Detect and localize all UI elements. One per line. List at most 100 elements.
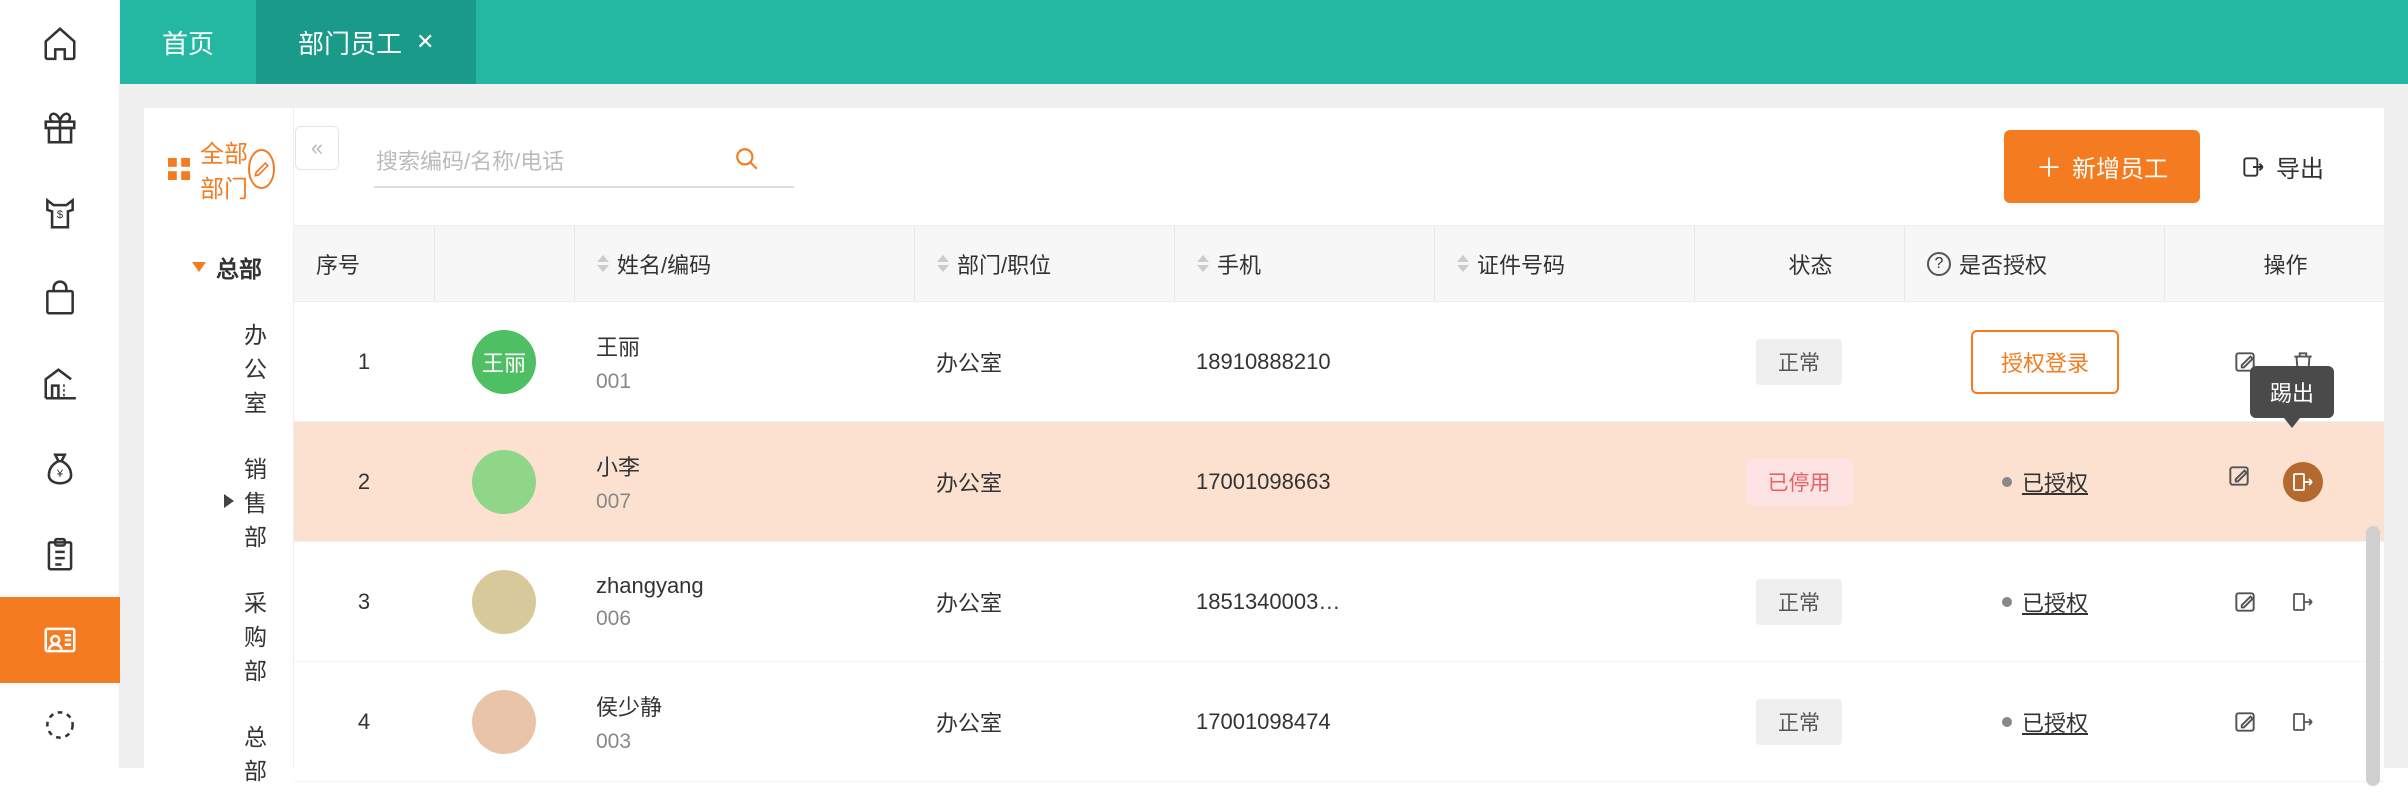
employee-name: 王丽 [596, 330, 640, 362]
cell-phone: 17001098474 [1174, 709, 1434, 735]
kick-icon[interactable] [2283, 462, 2323, 502]
rail-moneybag-icon[interactable]: ¥ [0, 427, 120, 512]
cell-index: 1 [294, 349, 434, 375]
cell-auth: 已授权 [1904, 586, 2164, 618]
avatar [472, 570, 536, 634]
help-icon[interactable]: ? [1927, 252, 1951, 276]
cell-name: zhangyang 006 [574, 573, 914, 631]
table-row[interactable]: 2小李007办公室17001098663已停用已授权踢出 [294, 422, 2384, 542]
tree-node-label: 总 部 [244, 718, 271, 786]
close-icon[interactable]: ✕ [416, 31, 434, 53]
kick-tooltip: 踢出 [2250, 366, 2334, 418]
cell-phone: 1851340003… [1174, 589, 1434, 615]
left-nav-rail: $ ¥ [0, 0, 120, 768]
authorized-link[interactable]: 已授权 [2002, 466, 2088, 498]
kick-icon[interactable] [2289, 588, 2317, 616]
cell-ops [2164, 588, 2384, 616]
plus-icon: ＋ [2036, 148, 2062, 185]
edit-icon[interactable] [2231, 588, 2259, 616]
rail-clipboard-icon[interactable] [0, 512, 120, 597]
table-row[interactable]: 1 王丽 王丽 001 办公室18910888210 正常 授权登录 [294, 302, 2384, 422]
export-button[interactable]: 导出 [2240, 149, 2324, 184]
cell-status: 正常 [1694, 339, 1904, 385]
table-body: 1王丽王丽001办公室18910888210正常授权登录2小李007办公室170… [294, 302, 2384, 782]
authorize-button[interactable]: 授权登录 [1971, 330, 2119, 394]
cell-name: 王丽 001 [574, 330, 914, 394]
tab-home[interactable]: 首页 [120, 0, 256, 84]
cell-status: 已停用 [1694, 459, 1904, 505]
vertical-scrollbar[interactable] [2366, 526, 2380, 786]
th-status: 状态 [1694, 226, 1904, 301]
tree-header: 全部部门 [164, 134, 279, 204]
cell-index: 2 [294, 469, 434, 495]
content-region: ＋ 新增员工 导出 序号 姓名/编码 部门/职位 手机 证件号码 状态 [294, 108, 2384, 768]
avatar: 王丽 [472, 330, 536, 394]
svg-text:$: $ [56, 209, 62, 221]
employee-name: 侯少静 [596, 690, 662, 722]
rail-refresh-icon[interactable] [0, 683, 120, 768]
edit-icon[interactable] [2231, 708, 2259, 736]
th-avatar [434, 226, 574, 301]
employee-code: 007 [596, 490, 640, 514]
rail-home-icon[interactable] [0, 0, 120, 85]
authorized-link[interactable]: 已授权 [2002, 586, 2088, 618]
add-button-label: 新增员工 [2072, 149, 2168, 184]
kick-icon[interactable] [2289, 708, 2317, 736]
cell-ops [2164, 708, 2384, 736]
search-icon[interactable] [734, 146, 760, 178]
th-name[interactable]: 姓名/编码 [574, 226, 914, 301]
cell-dept: 办公室 [914, 346, 1174, 378]
tab-staff[interactable]: 部门员工 ✕ [256, 0, 476, 84]
collapse-tree-button[interactable]: « [295, 126, 339, 170]
cell-dept: 办公室 [914, 706, 1174, 738]
svg-text:¥: ¥ [55, 468, 63, 480]
tree-node-office[interactable]: 办公室 [164, 300, 279, 434]
authorized-link[interactable]: 已授权 [2002, 706, 2088, 738]
search-input[interactable] [374, 148, 734, 176]
th-auth: ?是否授权 [1904, 226, 2164, 301]
th-index[interactable]: 序号 [294, 226, 434, 301]
th-idnum[interactable]: 证件号码 [1434, 226, 1694, 301]
cell-status: 正常 [1694, 579, 1904, 625]
caret-right-icon [224, 494, 234, 508]
rail-bag-icon[interactable] [0, 256, 120, 341]
cell-dept: 办公室 [914, 586, 1174, 618]
th-phone[interactable]: 手机 [1174, 226, 1434, 301]
content-panel: 全部部门 总部 办公室 销售部 采购部 总 部 [144, 108, 2384, 768]
tree-node-sales[interactable]: 销售部 [164, 434, 279, 568]
cell-auth: 授权登录 [1904, 330, 2164, 394]
search-box [374, 146, 794, 188]
tree-node-label: 采购部 [244, 584, 271, 686]
table-row[interactable]: 4 侯少静003办公室17001098474 正常 已授权 [294, 662, 2384, 782]
th-ops: 操作 [2164, 226, 2384, 301]
cell-index: 3 [294, 589, 434, 615]
cell-index: 4 [294, 709, 434, 735]
employee-code: 006 [596, 607, 704, 631]
cell-auth: 已授权 [1904, 706, 2164, 738]
tree-node-label: 总部 [216, 250, 262, 284]
caret-down-icon [192, 262, 206, 272]
th-dept[interactable]: 部门/职位 [914, 226, 1174, 301]
edit-icon[interactable] [2225, 462, 2253, 490]
tree-node-root[interactable]: 总部 [164, 234, 279, 300]
add-employee-button[interactable]: ＋ 新增员工 [2004, 130, 2200, 203]
cell-status: 正常 [1694, 699, 1904, 745]
rail-staff-icon[interactable] [0, 597, 120, 682]
avatar [472, 450, 536, 514]
rail-building-icon[interactable] [0, 341, 120, 426]
employee-table: 序号 姓名/编码 部门/职位 手机 证件号码 状态 ?是否授权 操作 1王丽王丽… [294, 225, 2384, 782]
rail-price-icon[interactable]: $ [0, 171, 120, 256]
rail-gift-icon[interactable] [0, 85, 120, 170]
employee-name: zhangyang [596, 573, 704, 599]
table-row[interactable]: 3 zhangyang 006 办公室1851340003… 正常 已授权 [294, 542, 2384, 662]
tree-node-purchase[interactable]: 采购部 [164, 568, 279, 702]
tree-node-label: 办公室 [244, 316, 271, 418]
cell-name: 小李007 [574, 450, 914, 514]
tree-node-label: 销售部 [244, 450, 271, 552]
tab-label: 首页 [162, 24, 214, 61]
cell-phone: 18910888210 [1174, 349, 1434, 375]
tree-node-hq[interactable]: 总 部 [164, 702, 279, 802]
employee-code: 001 [596, 370, 640, 394]
cell-name: 侯少静003 [574, 690, 914, 754]
tree-edit-button[interactable] [248, 149, 275, 189]
